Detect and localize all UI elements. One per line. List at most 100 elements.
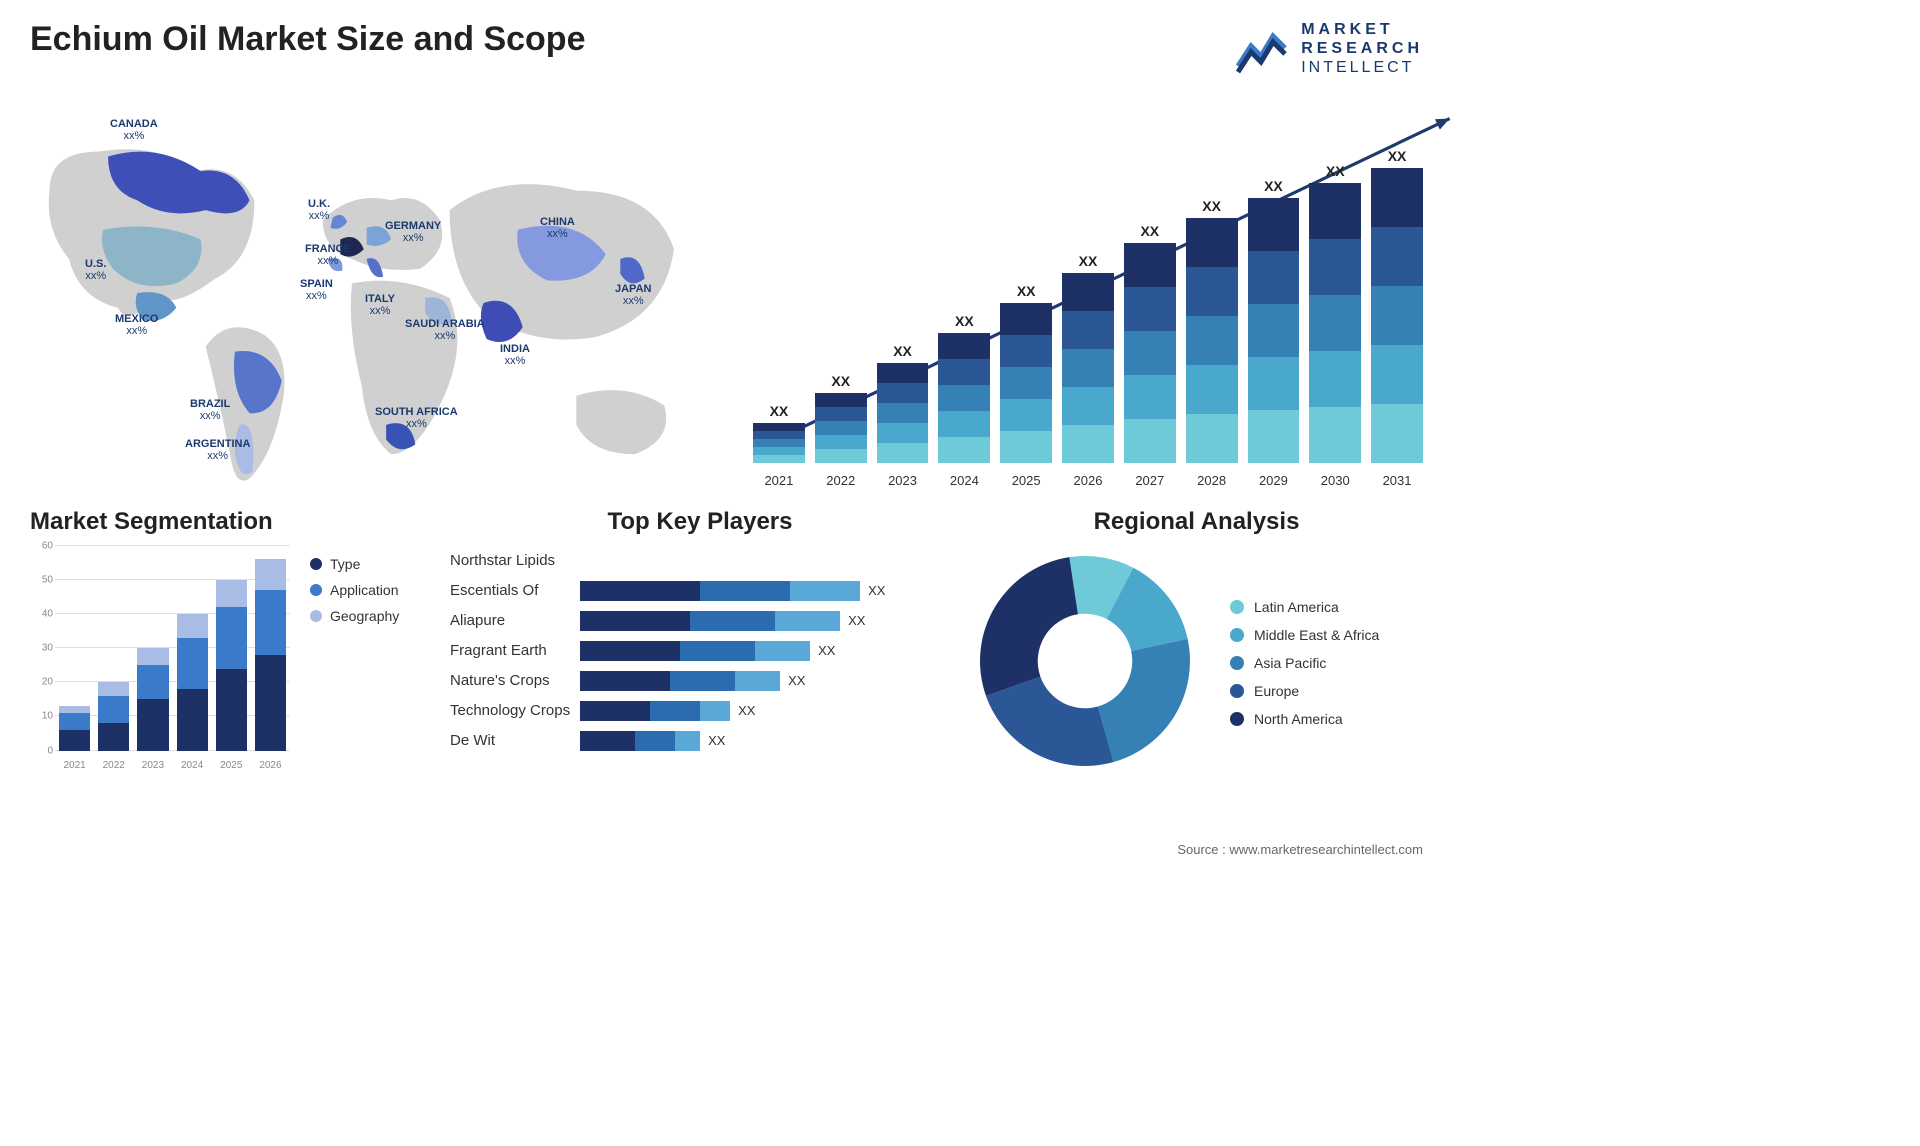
regional-legend: Latin America Middle East & Africa Asia Pa… — [1230, 587, 1379, 739]
player-bar-row: XX — [580, 576, 950, 606]
player-bar-row: XX — [580, 636, 950, 666]
seg-year-label: 2023 — [137, 760, 168, 771]
growth-year-label: 2030 — [1309, 473, 1361, 488]
growth-year-label: 2029 — [1248, 473, 1300, 488]
logo-line2: RESEARCH — [1301, 39, 1423, 58]
player-label: Fragrant Earth — [450, 636, 570, 666]
seg-bar-2024 — [177, 614, 208, 751]
map-label-south-africa: SOUTH AFRICAxx% — [375, 406, 458, 430]
player-value: XX — [848, 613, 865, 628]
segmentation-panel: Market Segmentation 0102030405060 202120… — [30, 508, 430, 781]
growth-bar-2027: XX — [1124, 223, 1176, 463]
brand-logo: MARKET RESEARCH INTELLECT — [1233, 20, 1423, 78]
growth-bar-2026: XX — [1062, 253, 1114, 463]
player-bar-row: XX — [580, 726, 950, 756]
player-label: Nature's Crops — [450, 666, 570, 696]
map-label-saudi-arabia: SAUDI ARABIAxx% — [405, 318, 485, 342]
player-value: XX — [868, 583, 885, 598]
growth-bar-value: XX — [1326, 163, 1345, 179]
map-label-germany: GERMANYxx% — [385, 220, 441, 244]
seg-year-label: 2022 — [98, 760, 129, 771]
segmentation-title: Market Segmentation — [30, 508, 430, 536]
growth-bar-value: XX — [893, 343, 912, 359]
key-players-title: Top Key Players — [450, 508, 950, 536]
player-label: Northstar Lipids — [450, 546, 570, 576]
seg-bar-2022 — [98, 682, 129, 750]
growth-bar-2030: XX — [1309, 163, 1361, 463]
regional-legend-item: Europe — [1230, 683, 1379, 699]
map-label-u-s-: U.S.xx% — [85, 258, 106, 282]
logo-line1: MARKET — [1301, 20, 1423, 39]
growth-bar-value: XX — [831, 373, 850, 389]
donut-segment-europe — [986, 676, 1114, 765]
map-label-argentina: ARGENTINAxx% — [185, 438, 250, 462]
growth-year-label: 2026 — [1062, 473, 1114, 488]
main-growth-chart: XXXXXXXXXXXXXXXXXXXXXX 20212022202320242… — [753, 98, 1423, 498]
growth-year-label: 2025 — [1000, 473, 1052, 488]
player-value: XX — [708, 733, 725, 748]
map-label-india: INDIAxx% — [500, 343, 530, 367]
seg-bar-2026 — [255, 559, 286, 750]
page-title: Echium Oil Market Size and Scope — [30, 20, 586, 59]
growth-bar-2021: XX — [753, 403, 805, 463]
player-label: Technology Crops — [450, 696, 570, 726]
donut-segment-north-america — [980, 557, 1078, 696]
seg-bar-2021 — [59, 706, 90, 750]
regional-legend-item: Middle East & Africa — [1230, 627, 1379, 643]
players-labels: Northstar LipidsEscentials OfAliapureFra… — [450, 546, 570, 756]
seg-year-label: 2021 — [59, 760, 90, 771]
player-bar-row — [580, 546, 950, 576]
map-label-u-k-: U.K.xx% — [308, 198, 330, 222]
logo-line3: INTELLECT — [1301, 58, 1423, 77]
segmentation-chart: 0102030405060 202120222023202420252026 — [30, 546, 290, 771]
regional-legend-item: Latin America — [1230, 599, 1379, 615]
growth-year-label: 2031 — [1371, 473, 1423, 488]
key-players-panel: Top Key Players Northstar LipidsEscentia… — [450, 508, 950, 781]
source-attribution: Source : www.marketresearchintellect.com — [1177, 842, 1423, 857]
map-label-italy: ITALYxx% — [365, 293, 395, 317]
map-label-japan: JAPANxx% — [615, 283, 651, 307]
map-label-france: FRANCExx% — [305, 243, 351, 267]
seg-year-label: 2025 — [216, 760, 247, 771]
growth-year-label: 2023 — [877, 473, 929, 488]
regional-legend-item: Asia Pacific — [1230, 655, 1379, 671]
seg-year-label: 2026 — [255, 760, 286, 771]
growth-bar-value: XX — [1079, 253, 1098, 269]
player-label: De Wit — [450, 726, 570, 756]
growth-bar-2022: XX — [815, 373, 867, 463]
growth-bar-value: XX — [955, 313, 974, 329]
growth-bar-2023: XX — [877, 343, 929, 463]
segmentation-legend: Type Application Geography — [310, 546, 399, 634]
player-bar-row: XX — [580, 606, 950, 636]
growth-bar-2025: XX — [1000, 283, 1052, 463]
growth-year-label: 2028 — [1186, 473, 1238, 488]
growth-bar-value: XX — [1264, 178, 1283, 194]
growth-year-label: 2024 — [938, 473, 990, 488]
seg-legend-item: Geography — [310, 608, 399, 624]
donut-segment-asia-pacific — [1098, 638, 1190, 761]
growth-bar-2029: XX — [1248, 178, 1300, 463]
map-label-spain: SPAINxx% — [300, 278, 333, 302]
logo-icon — [1233, 24, 1293, 74]
seg-legend-item: Type — [310, 556, 399, 572]
player-bar-row: XX — [580, 696, 950, 726]
growth-year-label: 2022 — [815, 473, 867, 488]
growth-year-label: 2021 — [753, 473, 805, 488]
player-value: XX — [788, 673, 805, 688]
seg-bar-2023 — [137, 648, 168, 750]
growth-bar-value: XX — [1202, 198, 1221, 214]
regional-donut — [970, 546, 1200, 781]
player-value: XX — [818, 643, 835, 658]
growth-bar-2028: XX — [1186, 198, 1238, 463]
regional-legend-item: North America — [1230, 711, 1379, 727]
regional-title: Regional Analysis — [970, 508, 1423, 536]
seg-legend-item: Application — [310, 582, 399, 598]
growth-bar-value: XX — [1017, 283, 1036, 299]
map-label-canada: CANADAxx% — [110, 118, 158, 142]
map-label-brazil: BRAZILxx% — [190, 398, 230, 422]
world-map-panel: CANADAxx% U.S.xx% MEXICOxx% BRAZILxx% ARGENT… — [30, 98, 713, 498]
growth-year-label: 2027 — [1124, 473, 1176, 488]
player-label: Escentials Of — [450, 576, 570, 606]
map-label-mexico: MEXICOxx% — [115, 313, 158, 337]
regional-panel: Regional Analysis Latin America Middle Ea… — [970, 508, 1423, 781]
